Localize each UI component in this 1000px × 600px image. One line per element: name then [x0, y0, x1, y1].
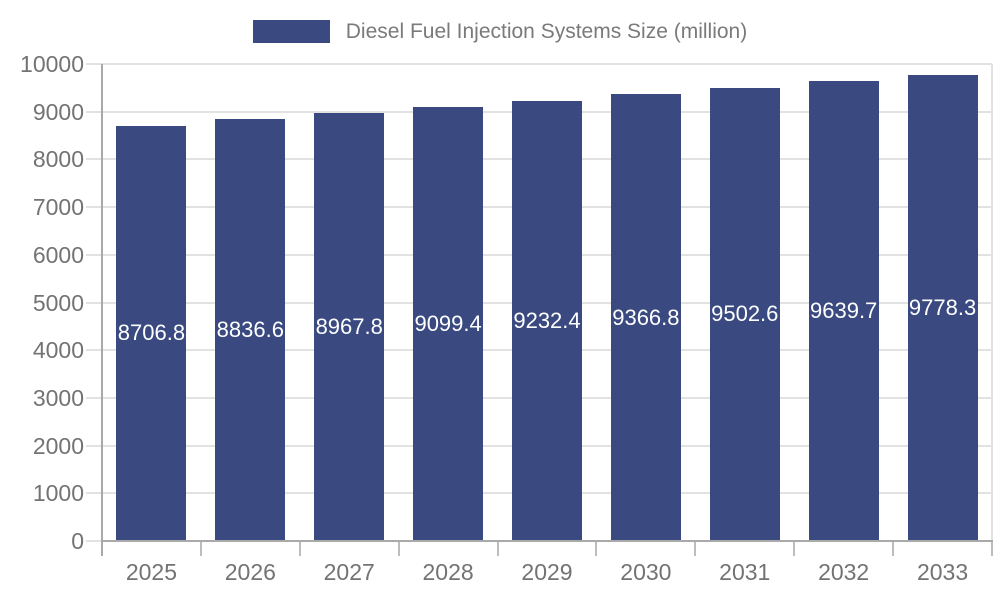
y-axis-label: 6000: [32, 241, 84, 268]
bar-2027[interactable]: [314, 113, 385, 541]
y-axis-label: 0: [71, 528, 84, 554]
x-axis-label: 2032: [818, 559, 870, 585]
x-tick: [892, 541, 895, 556]
bar-2033[interactable]: [907, 74, 978, 541]
x-axis-label: 2029: [521, 559, 573, 585]
bar-value-label: 9099.4: [414, 310, 482, 336]
x-axis-label: 2027: [323, 559, 375, 585]
x-axis-label: 2025: [125, 559, 178, 585]
x-tick: [595, 541, 598, 556]
x-axis-label: 2033: [916, 559, 969, 585]
y-axis-label: 10000: [20, 51, 84, 77]
bar-value-label: 9639.7: [810, 298, 878, 324]
x-axis-label: 2028: [422, 559, 474, 585]
bar-2031[interactable]: [709, 87, 780, 541]
bar-value-label: 8706.8: [117, 320, 186, 346]
bar-2026[interactable]: [215, 119, 286, 541]
legend-item[interactable]: Diesel Fuel Injection Systems Size (mill…: [0, 19, 1000, 44]
bar-value-label: 9366.8: [612, 304, 680, 330]
x-tick: [694, 541, 697, 556]
bar-2028[interactable]: [413, 106, 484, 541]
x-tick: [991, 541, 993, 556]
x-axis-label: 2030: [620, 559, 672, 585]
y-axis-label: 2000: [32, 432, 84, 459]
y-axis-line: [101, 64, 103, 556]
y-axis-label: 9000: [32, 98, 84, 125]
plot-right-border: [991, 64, 993, 541]
x-axis-line: [101, 540, 993, 542]
y-axis-label: 7000: [32, 194, 84, 221]
bar-2032[interactable]: [808, 81, 879, 541]
legend-label: Diesel Fuel Injection Systems Size (mill…: [345, 20, 748, 43]
bar-value-label: 8836.6: [216, 317, 284, 343]
bar-value-label: 8967.8: [315, 314, 383, 340]
x-tick: [298, 541, 301, 556]
y-axis-label: 4000: [32, 337, 84, 364]
y-axis-label: 8000: [32, 146, 84, 173]
x-tick: [397, 541, 400, 556]
x-axis-label: 2031: [719, 559, 771, 585]
x-tick: [793, 541, 796, 556]
y-axis-label: 1000: [32, 480, 84, 507]
bar-value-label: 9232.4: [513, 307, 581, 333]
bar-value-label: 9778.3: [908, 294, 977, 320]
gridline: [86, 63, 992, 65]
bar-2025[interactable]: [116, 125, 187, 541]
y-axis-label: 5000: [32, 289, 84, 316]
legend-swatch: [252, 20, 330, 43]
x-axis-label: 2026: [224, 559, 276, 585]
y-axis-label: 3000: [32, 384, 84, 411]
x-tick: [496, 541, 499, 556]
bar-value-label: 9502.6: [711, 301, 779, 327]
bar-2029[interactable]: [512, 100, 582, 541]
x-tick: [199, 541, 202, 556]
y-tick: [86, 540, 102, 542]
bar-2030[interactable]: [610, 94, 681, 541]
